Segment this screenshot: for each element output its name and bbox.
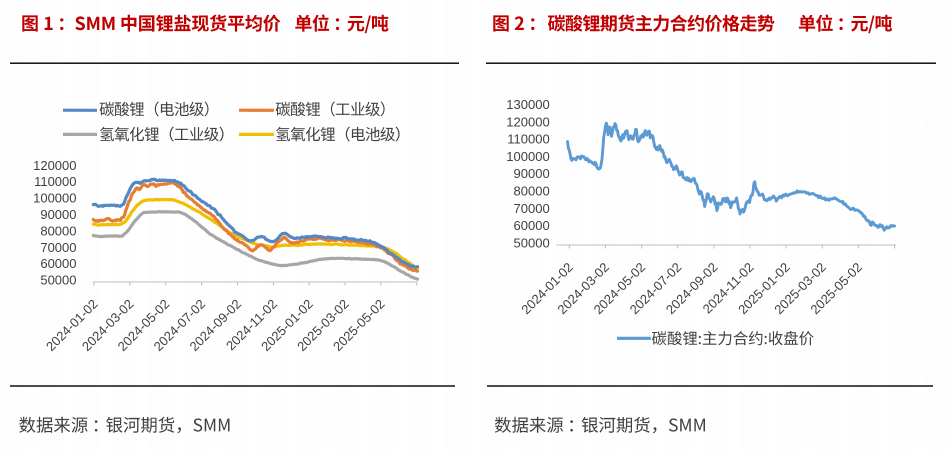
svg-text:60000: 60000 <box>40 256 76 271</box>
svg-text:110000: 110000 <box>507 132 549 147</box>
svg-text:90000: 90000 <box>40 207 76 222</box>
svg-text:70000: 70000 <box>40 240 76 255</box>
svg-text:60000: 60000 <box>514 218 550 233</box>
svg-text:100000: 100000 <box>33 191 76 206</box>
svg-text:90000: 90000 <box>514 166 550 181</box>
svg-text:80000: 80000 <box>40 223 76 238</box>
svg-text:50000: 50000 <box>514 235 550 250</box>
svg-text:80000: 80000 <box>514 184 550 199</box>
svg-text:100000: 100000 <box>506 149 549 164</box>
svg-text:50000: 50000 <box>40 273 76 288</box>
svg-text:70000: 70000 <box>514 201 550 216</box>
svg-text:130000: 130000 <box>506 97 549 112</box>
svg-text:120000: 120000 <box>506 114 549 129</box>
svg-text:110000: 110000 <box>34 174 76 189</box>
svg-text:120000: 120000 <box>33 158 76 173</box>
